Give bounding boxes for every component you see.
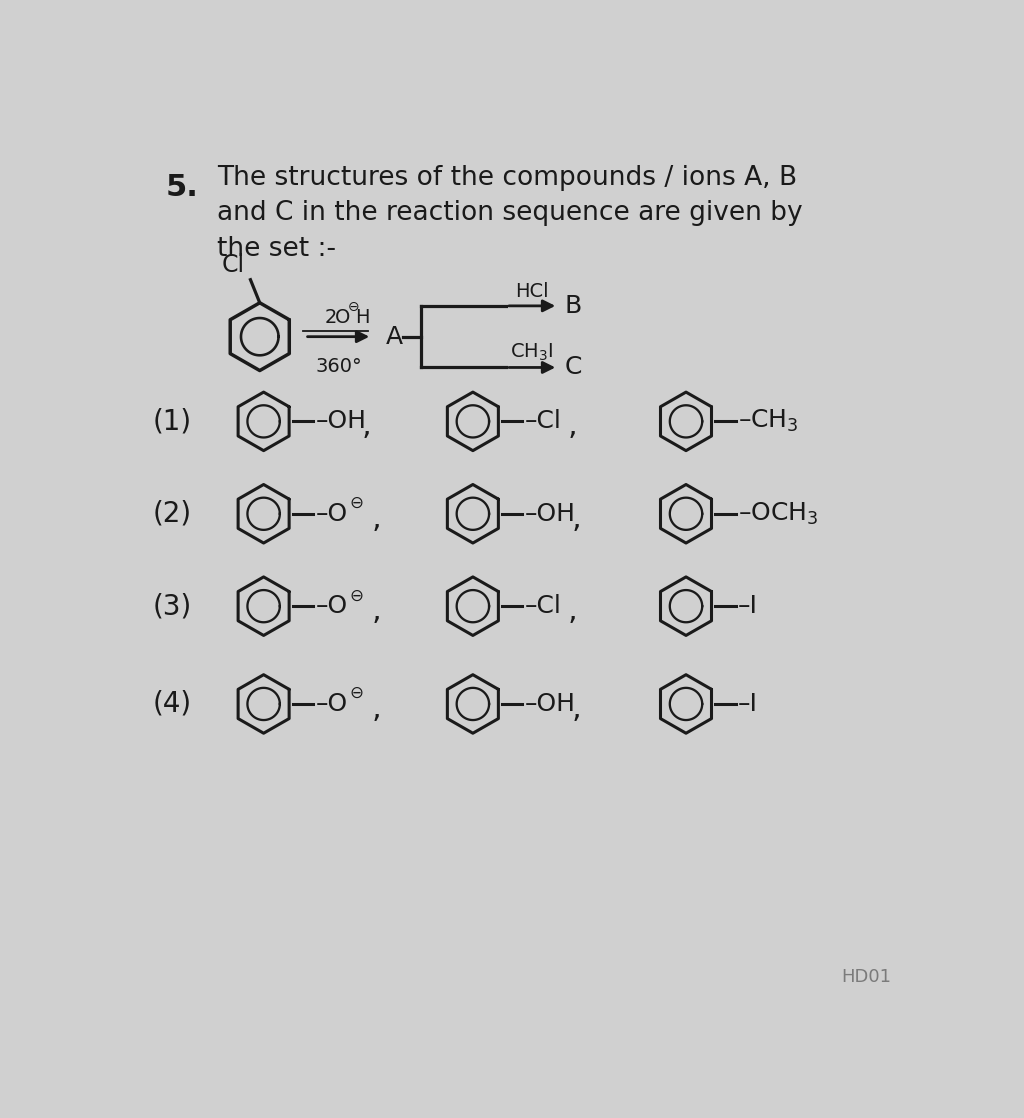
Text: –OH: –OH	[524, 692, 575, 716]
Text: ,: ,	[571, 504, 581, 533]
Text: Cl: Cl	[222, 253, 245, 276]
Text: –Cl: –Cl	[524, 409, 562, 434]
Text: –I: –I	[738, 692, 758, 716]
Text: B: B	[564, 294, 582, 318]
Text: ,: ,	[372, 694, 381, 723]
Text: HD01: HD01	[842, 968, 891, 986]
Text: –I: –I	[738, 594, 758, 618]
Text: –OH: –OH	[315, 409, 367, 434]
Text: –OH: –OH	[524, 502, 575, 525]
Text: C: C	[564, 356, 582, 379]
Text: –CH$_3$: –CH$_3$	[738, 408, 799, 435]
Text: ⊖: ⊖	[348, 300, 359, 313]
Text: ,: ,	[567, 411, 578, 440]
Text: O: O	[335, 307, 350, 326]
Text: ⊖: ⊖	[349, 494, 364, 512]
Text: The structures of the compounds / ions A, B: The structures of the compounds / ions A…	[217, 165, 798, 191]
Text: A: A	[385, 324, 402, 349]
Text: (3): (3)	[153, 593, 193, 620]
Text: CH$_3$I: CH$_3$I	[510, 342, 554, 363]
Text: (1): (1)	[153, 407, 191, 435]
Text: ,: ,	[362, 411, 372, 440]
Text: H: H	[354, 307, 370, 326]
Text: and C in the reaction sequence are given by: and C in the reaction sequence are given…	[217, 200, 803, 226]
Text: –O: –O	[315, 502, 348, 525]
Text: ⊖: ⊖	[349, 586, 364, 605]
Text: (4): (4)	[153, 690, 191, 718]
Text: (2): (2)	[153, 500, 191, 528]
Text: the set :-: the set :-	[217, 236, 336, 262]
Text: –OCH$_3$: –OCH$_3$	[738, 501, 818, 527]
Text: 2: 2	[325, 307, 337, 326]
Text: ,: ,	[372, 504, 381, 533]
Text: ,: ,	[372, 596, 381, 625]
Text: HCl: HCl	[515, 282, 549, 301]
Text: –O: –O	[315, 594, 348, 618]
Text: –O: –O	[315, 692, 348, 716]
Text: 360°: 360°	[315, 357, 361, 376]
Text: ,: ,	[567, 596, 578, 625]
Text: 5.: 5.	[165, 172, 198, 201]
Text: –Cl: –Cl	[524, 594, 562, 618]
Text: ,: ,	[571, 694, 581, 723]
Text: ⊖: ⊖	[349, 684, 364, 702]
